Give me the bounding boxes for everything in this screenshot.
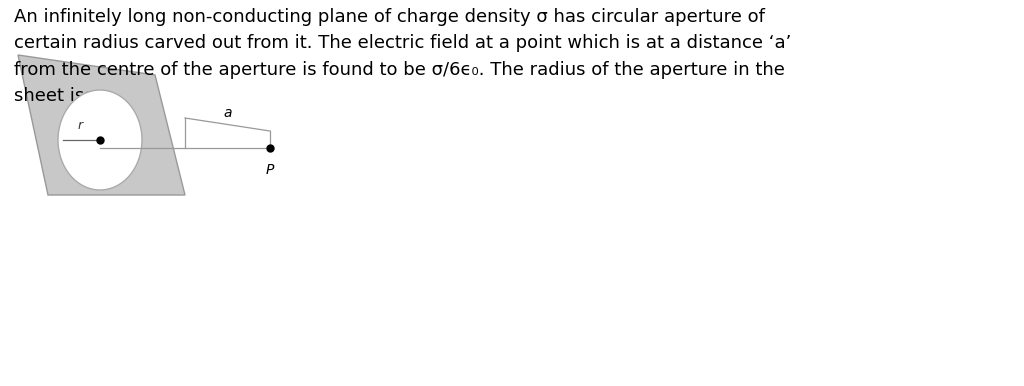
Ellipse shape [58, 90, 142, 190]
Text: An infinitely long non-conducting plane of charge density σ has circular apertur: An infinitely long non-conducting plane … [14, 8, 792, 105]
Text: a: a [224, 106, 232, 120]
Text: r: r [78, 119, 83, 132]
Text: P: P [266, 163, 274, 177]
Polygon shape [18, 55, 185, 195]
